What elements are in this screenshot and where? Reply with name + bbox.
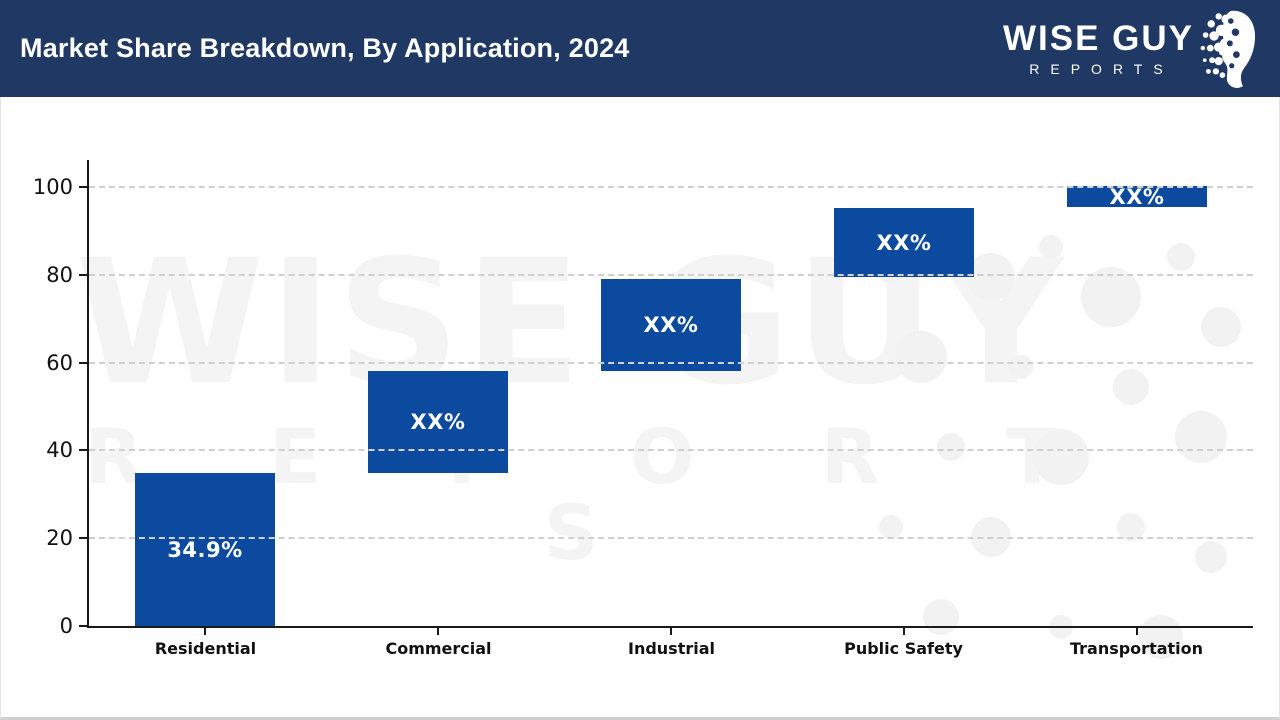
xtick-mark-1 [204,628,207,635]
ytick-mark-40 [79,449,87,452]
ytick-label-40: 40 [46,438,73,463]
gridline-y-20 [89,537,1253,540]
bar-commercial: XX% [368,371,508,473]
gridline-y-100 [89,186,1253,188]
ytick-mark-0 [79,625,87,627]
ytick-label-20: 20 [46,526,73,551]
ytick-label-60: 60 [46,350,73,375]
chart-title: Market Share Breakdown, By Application, … [20,33,630,63]
bar-public-safety: XX% [834,208,974,277]
ytick-mark-80 [79,273,87,276]
bar-transportation: XX% [1067,184,1207,209]
header: Market Share Breakdown, By Application, … [0,0,1280,97]
logo-wordmark-line2: REPORTS [1029,60,1174,77]
ytick-mark-100 [79,186,87,188]
ytick-label-0: 0 [59,614,73,638]
plot-area: 0 20 40 60 80 100 34.9% Residential XX% Commercia… [1,97,1279,717]
ytick-mark-60 [79,361,87,364]
gridline-y-60 [89,361,1253,364]
xtick-mark-3 [670,628,672,635]
logo-wordmark-line1: WISE GUY [1002,18,1194,58]
xtick-label-residential: Residential [154,639,257,658]
bar-residential: 34.9% [135,473,275,626]
xtick-mark-2 [437,628,440,635]
gridline-y-40 [89,449,1253,452]
xtick-label-transportation: Transportation [1069,639,1204,658]
bar-label-public-safety: XX% [876,230,932,255]
bar-industrial: XX% [601,279,741,371]
bar-label-industrial: XX% [643,313,699,337]
xtick-label-industrial: Industrial [627,639,715,658]
x-axis-line [87,626,1253,628]
logo-wordmark: WISE GUY REPORTS [1003,21,1194,77]
ytick-mark-20 [79,537,87,540]
bar-label-commercial: XX% [410,410,466,434]
y-axis-line [87,160,89,628]
brand-logo: WISE GUY REPORTS [1003,8,1258,90]
xtick-label-public-safety: Public Safety [844,639,963,658]
gridline-y-80 [89,273,1253,276]
logo-face-icon [1200,10,1256,88]
ytick-label-80: 80 [46,262,73,287]
xtick-label-commercial: Commercial [385,639,492,658]
ytick-label-100: 100 [32,175,73,199]
xtick-mark-4 [902,628,905,635]
chart-area: WISE GUY R E P O R T S 0 20 40 60 80 100 34.9%… [0,97,1280,720]
xtick-mark-5 [1135,628,1138,635]
bar-label-transportation: XX% [1109,184,1165,209]
bar-label-residential: 34.9% [167,537,243,562]
